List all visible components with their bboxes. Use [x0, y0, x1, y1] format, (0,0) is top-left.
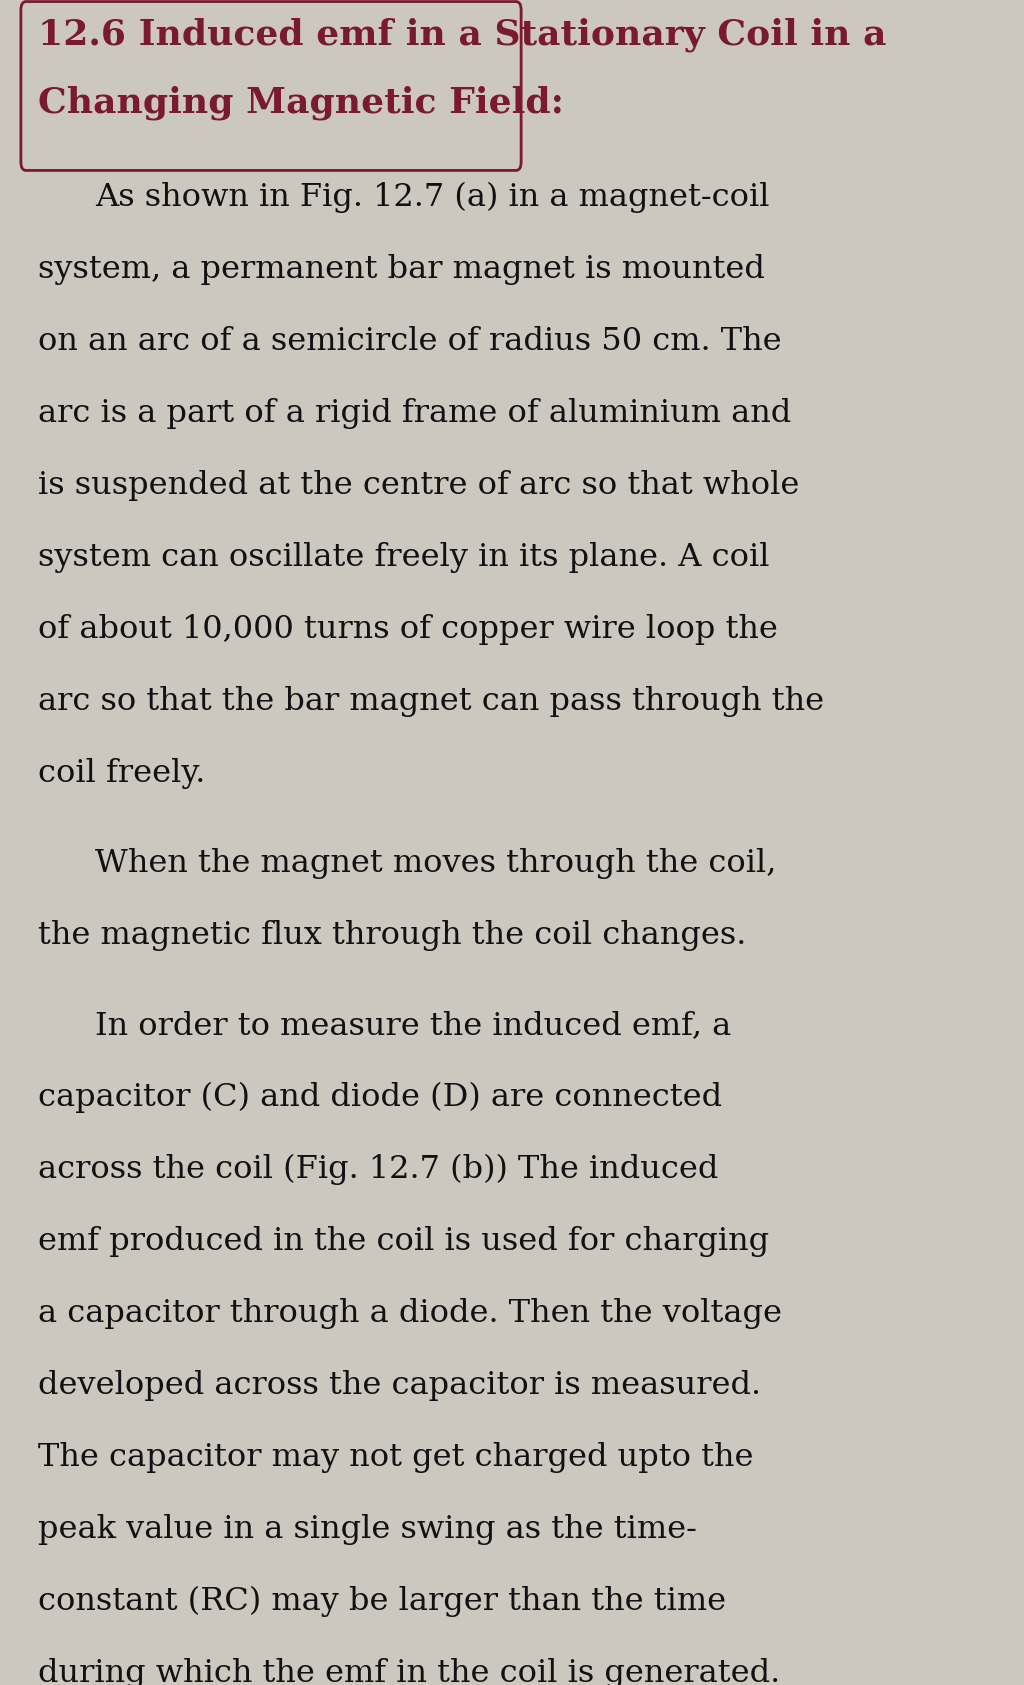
Text: peak value in a single swing as the time-: peak value in a single swing as the time…: [38, 1515, 697, 1545]
Text: a capacitor through a diode. Then the voltage: a capacitor through a diode. Then the vo…: [38, 1297, 782, 1329]
Text: emf produced in the coil is used for charging: emf produced in the coil is used for cha…: [38, 1227, 769, 1257]
Text: constant (RC) may be larger than the time: constant (RC) may be larger than the tim…: [38, 1586, 726, 1618]
Text: The capacitor may not get charged upto the: The capacitor may not get charged upto t…: [38, 1442, 754, 1473]
Text: arc is a part of a rigid frame of aluminium and: arc is a part of a rigid frame of alumin…: [38, 398, 792, 430]
Text: When the magnet moves through the coil,: When the magnet moves through the coil,: [95, 848, 776, 880]
Text: system, a permanent bar magnet is mounted: system, a permanent bar magnet is mounte…: [38, 254, 765, 285]
Text: Changing Magnetic Field:: Changing Magnetic Field:: [38, 86, 564, 121]
Text: system can oscillate freely in its plane. A coil: system can oscillate freely in its plane…: [38, 543, 769, 573]
Text: during which the emf in the coil is generated.: during which the emf in the coil is gene…: [38, 1658, 780, 1685]
Text: the magnetic flux through the coil changes.: the magnetic flux through the coil chang…: [38, 920, 746, 950]
Text: arc so that the bar magnet can pass through the: arc so that the bar magnet can pass thro…: [38, 686, 824, 718]
Text: across the coil (Fig. 12.7 (b)) The induced: across the coil (Fig. 12.7 (b)) The indu…: [38, 1154, 719, 1185]
Text: capacitor (C) and diode (D) are connected: capacitor (C) and diode (D) are connecte…: [38, 1082, 722, 1114]
Text: is suspended at the centre of arc so that whole: is suspended at the centre of arc so tha…: [38, 470, 800, 500]
Text: In order to measure the induced emf, a: In order to measure the induced emf, a: [95, 1009, 731, 1041]
Text: As shown in Fig. 12.7 (a) in a magnet-coil: As shown in Fig. 12.7 (a) in a magnet-co…: [95, 182, 769, 214]
Text: of about 10,000 turns of copper wire loop the: of about 10,000 turns of copper wire loo…: [38, 613, 778, 645]
Text: on an arc of a semicircle of radius 50 cm. The: on an arc of a semicircle of radius 50 c…: [38, 325, 781, 357]
Text: coil freely.: coil freely.: [38, 758, 206, 789]
Text: 12.6 Induced emf in a Stationary Coil in a: 12.6 Induced emf in a Stationary Coil in…: [38, 19, 887, 52]
Text: developed across the capacitor is measured.: developed across the capacitor is measur…: [38, 1370, 761, 1400]
